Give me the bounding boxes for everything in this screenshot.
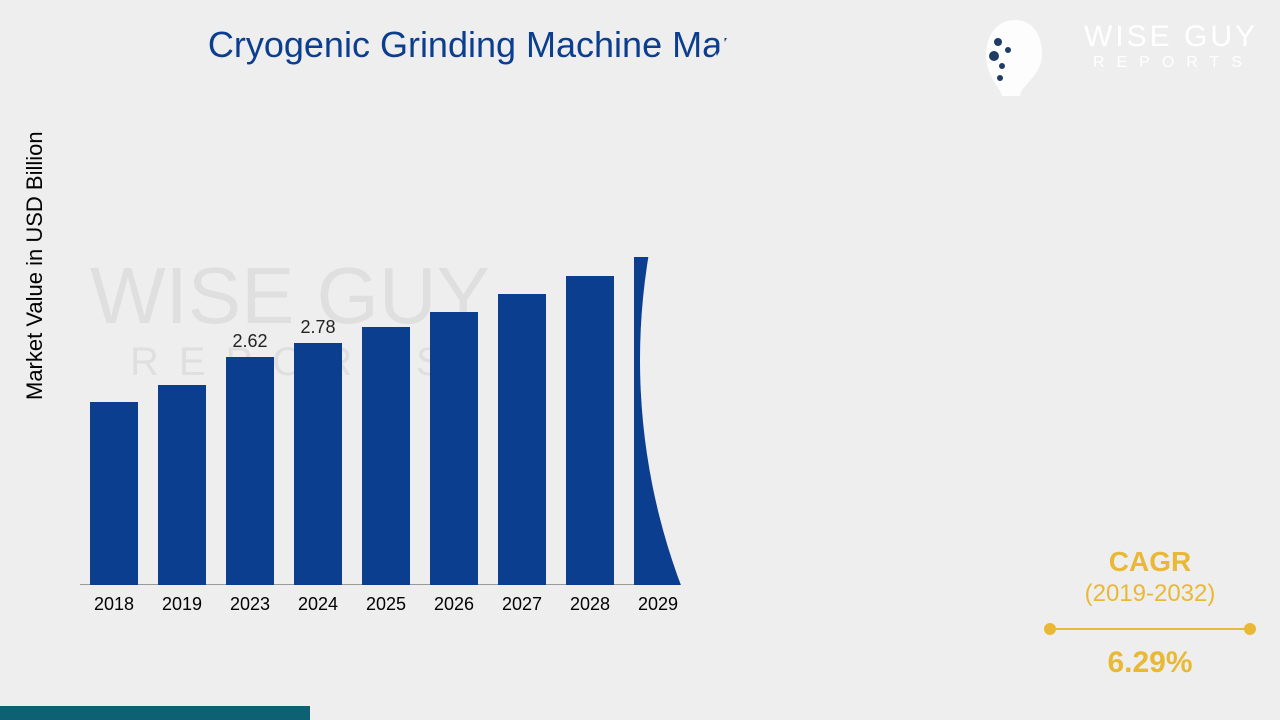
x-tick-label: 2018 xyxy=(80,594,148,615)
bar xyxy=(430,312,478,585)
brand-name: WISE GUY xyxy=(1084,20,1258,54)
x-tick-label: 2028 xyxy=(556,594,624,615)
bar-slot: 2026 xyxy=(420,150,488,615)
bar: 2.62 xyxy=(226,357,274,585)
bar-slot: 2028 xyxy=(556,150,624,615)
bar-slot: 2027 xyxy=(488,150,556,615)
x-tick-label: 2025 xyxy=(352,594,420,615)
x-tick-label: 2023 xyxy=(216,594,284,615)
cagr-block: CAGR (2019-2032) 6.29% xyxy=(1020,546,1280,680)
x-tick-label: 2029 xyxy=(624,594,692,615)
bar xyxy=(90,402,138,585)
bar-slot: 2018 xyxy=(80,150,148,615)
bar-slot: 2025 xyxy=(352,150,420,615)
x-tick-label: 2024 xyxy=(284,594,352,615)
y-axis-label: Market Value in USD Billion xyxy=(22,131,48,400)
cagr-separator xyxy=(1050,628,1250,630)
footer-accent-strip xyxy=(0,706,310,720)
bar xyxy=(498,294,546,585)
x-tick-label: 2026 xyxy=(420,594,488,615)
bar-slot: 2019 xyxy=(148,150,216,615)
bar-slot: 2.62 2023 xyxy=(216,150,284,615)
cagr-value: 6.29% xyxy=(1020,646,1280,680)
brand-block: WISE GUY REPORTS xyxy=(1084,20,1258,72)
bar-value-label: 2.78 xyxy=(294,317,342,338)
bar xyxy=(566,276,614,585)
x-tick-label: 2027 xyxy=(488,594,556,615)
x-tick-label: 2019 xyxy=(148,594,216,615)
cagr-label: CAGR xyxy=(1020,546,1280,578)
brand-head-icon xyxy=(980,18,1050,98)
right-panel: WISE GUY REPORTS CAGR (2019-2032) 6.29% xyxy=(970,0,1280,720)
bar-slot: 2.78 2024 xyxy=(284,150,352,615)
bar-value-label: 2.62 xyxy=(226,331,274,352)
cagr-range: (2019-2032) xyxy=(1020,580,1280,608)
bar xyxy=(158,385,206,585)
bar xyxy=(362,327,410,585)
bar: 2.78 xyxy=(294,343,342,585)
brand-subtitle: REPORTS xyxy=(1084,54,1258,72)
